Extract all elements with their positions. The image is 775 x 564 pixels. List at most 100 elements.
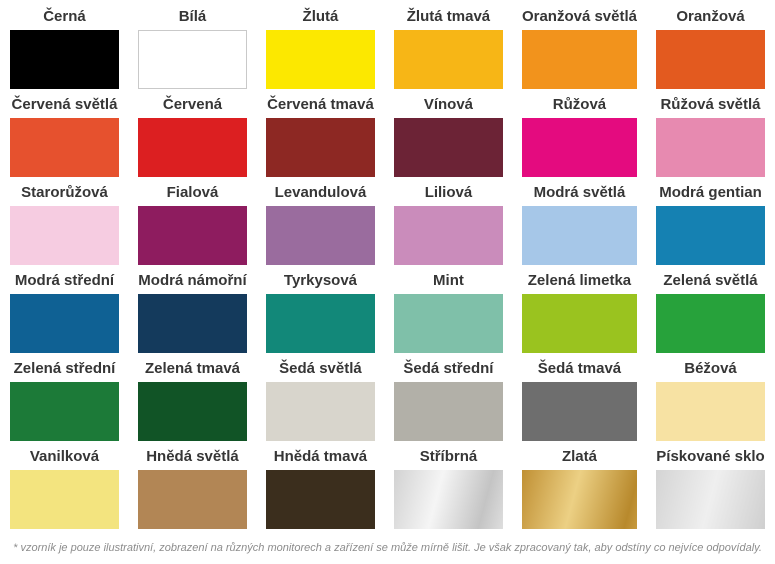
swatch-label: Černá [43,8,86,25]
color-swatch-cell: Zelená střední [10,358,119,441]
swatch-label: Levandulová [274,184,367,201]
swatch-label: Starorůžová [21,184,108,201]
color-swatch-cell: Hnědá tmavá [265,446,375,529]
color-swatch-zluta [265,30,375,89]
color-swatch-zelena-limetka [521,294,637,353]
color-swatch-levandulova [265,206,375,265]
color-swatch-cell: Černá [10,6,119,89]
swatch-label: Modrá střední [14,272,115,289]
swatch-label: Hnědá světlá [146,448,239,465]
color-swatch-zelena-stredni [10,382,119,441]
color-swatch-oranzova [656,30,765,89]
color-swatch-bezova [656,382,765,441]
color-swatch-liliova [393,206,503,265]
swatch-label: Stříbrná [419,448,478,465]
color-swatch-modra-svetla [521,206,637,265]
swatch-label: Oranžová [676,8,745,25]
color-swatch-cell: Modrá světlá [521,182,637,265]
color-swatch-oranzova-svetla [521,30,637,89]
color-swatch-cell: Modrá námořní [137,270,247,353]
swatch-label: Zelená střední [13,360,116,377]
color-swatch-cell: Růžová světlá [656,94,765,177]
color-swatch-cell: Vanilková [10,446,119,529]
swatch-label: Žlutá [302,8,339,25]
color-swatch-cell: Šedá střední [393,358,503,441]
color-swatch-staroruzova [10,206,119,265]
color-swatch-seda-stredni [393,382,503,441]
color-swatch-cell: Zelená limetka [521,270,637,353]
color-palette-grid: Černá Bílá Žlutá Žlutá tmavá Oranžová sv… [10,6,765,529]
swatch-label: Žlutá tmavá [406,8,491,25]
swatch-label: Šedá tmavá [537,360,622,377]
swatch-label: Červená [162,96,223,113]
color-swatch-cell: Červená [137,94,247,177]
color-swatch-zelena-svetla [656,294,765,353]
color-swatch-cell: Zelená tmavá [137,358,247,441]
swatch-label: Vínová [423,96,474,113]
color-swatch-cell: Starorůžová [10,182,119,265]
color-swatch-cell: Bílá [137,6,247,89]
color-swatch-modra-stredni [10,294,119,353]
color-swatch-cell: Tyrkysová [265,270,375,353]
color-swatch-cervena-tmava [265,118,375,177]
color-swatch-fialova [137,206,247,265]
swatch-label: Modrá světlá [533,184,626,201]
swatch-label: Tyrkysová [283,272,358,289]
color-swatch-seda-tmava [521,382,637,441]
color-swatch-cell: Modrá střední [10,270,119,353]
color-swatch-cervena [137,118,247,177]
swatch-label: Zelená limetka [527,272,632,289]
swatch-label: Růžová světlá [660,96,761,113]
color-swatch-cell: Liliová [393,182,503,265]
swatch-label: Šedá světlá [279,360,362,377]
color-swatch-cell: Levandulová [265,182,375,265]
color-swatch-cell: Šedá světlá [265,358,375,441]
color-swatch-cell: Oranžová [656,6,765,89]
color-swatch-cervena-svetla [10,118,119,177]
swatch-label: Oranžová světlá [521,8,637,25]
swatch-label: Růžová [552,96,607,113]
swatch-label: Fialová [166,184,219,201]
color-swatch-stribrna [393,470,503,529]
swatch-label: Zelená tmavá [144,360,240,377]
swatch-label: Hnědá tmavá [273,448,368,465]
color-swatch-mint [393,294,503,353]
color-swatch-cell: Růžová [521,94,637,177]
swatch-label: Červená tmavá [267,96,374,113]
swatch-label: Modrá námořní [138,272,247,289]
color-swatch-cell: Červená světlá [10,94,119,177]
color-swatch-cell: Zelená světlá [656,270,765,353]
swatch-label: Zelená světlá [663,272,758,289]
color-swatch-zelena-tmava [137,382,247,441]
swatch-label: Zlatá [561,448,597,465]
color-swatch-zlata [521,470,637,529]
color-swatch-cell: Šedá tmavá [521,358,637,441]
color-swatch-cell: Hnědá světlá [137,446,247,529]
color-swatch-modra-gentian [656,206,765,265]
color-swatch-ruzova-svetla [656,118,765,177]
swatch-label: Šedá střední [403,360,494,377]
color-swatch-piskovane-sklo [656,470,765,529]
color-swatch-zluta-tmava [393,30,503,89]
color-swatch-modra-namorni [137,294,247,353]
color-swatch-bila [137,30,247,89]
swatch-label: Mint [433,272,464,289]
color-swatch-hneda-svetla [137,470,247,529]
swatch-label: Červená světlá [11,96,118,113]
color-swatch-cerna [10,30,119,89]
swatch-label: Modrá gentian [659,184,762,201]
color-swatch-cell: Žlutá [265,6,375,89]
color-swatch-cell: Pískované sklo [656,446,765,529]
color-swatch-cell: Zlatá [521,446,637,529]
color-swatch-cell: Béžová [656,358,765,441]
color-swatch-cell: Žlutá tmavá [393,6,503,89]
color-swatch-ruzova [521,118,637,177]
color-swatch-seda-svetla [265,382,375,441]
color-swatch-hneda-tmava [265,470,375,529]
footnote: * vzorník je pouze ilustrativní, zobraze… [13,542,762,554]
swatch-label: Vanilková [29,448,100,465]
swatch-label: Liliová [424,184,473,201]
color-swatch-vanilkova [10,470,119,529]
color-swatch-cell: Vínová [393,94,503,177]
color-swatch-cell: Modrá gentian [656,182,765,265]
